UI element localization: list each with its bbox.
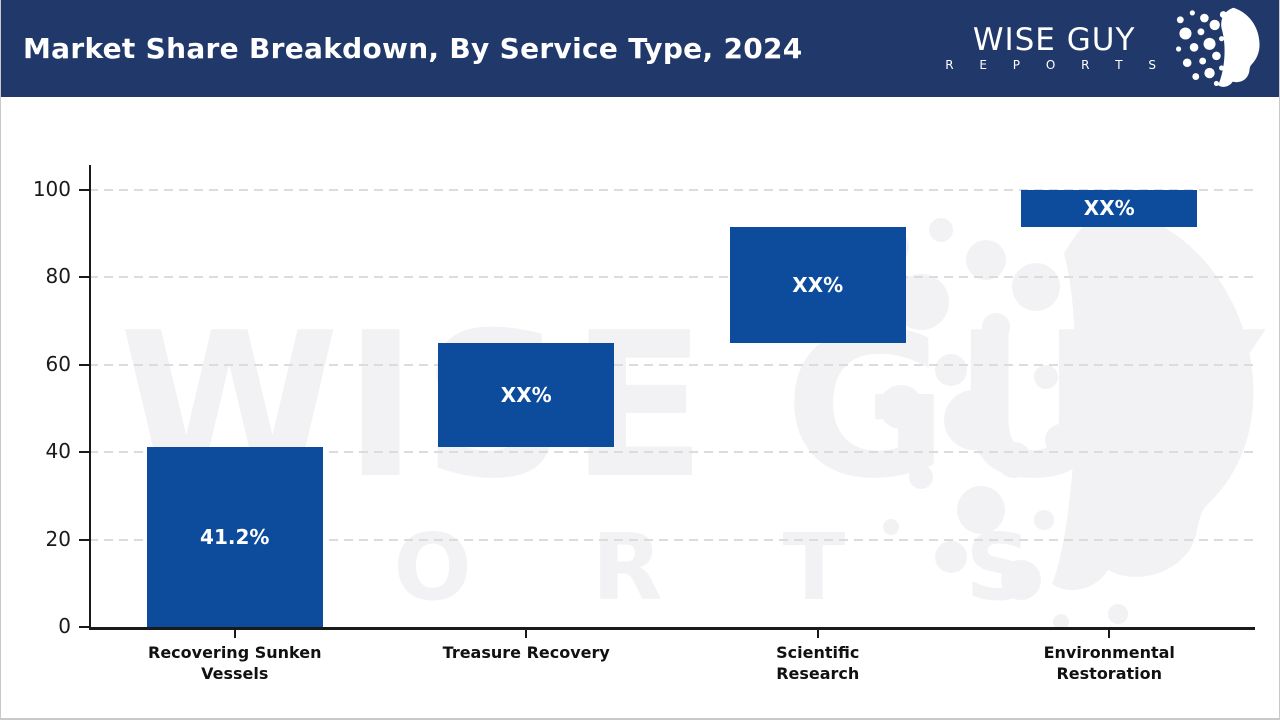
y-tick-label: 40	[45, 439, 71, 463]
watermark-reports: P O R T S	[206, 514, 1076, 621]
y-tick-mark	[79, 363, 89, 366]
y-tick-label: 0	[58, 614, 71, 638]
bar: XX%	[438, 342, 615, 447]
y-tick-label: 60	[45, 351, 71, 376]
x-category-label-line: Restoration	[1056, 664, 1163, 683]
x-category-label: Environmental Restoration	[989, 642, 1229, 684]
x-category-label-line: Scientific	[776, 643, 860, 662]
x-category-label-line: Research	[776, 664, 860, 683]
x-category-label-line: Recovering Sunken	[148, 643, 322, 662]
x-category-label-line: Treasure Recovery	[442, 643, 610, 662]
gridline	[89, 451, 1255, 453]
x-category-label-line: Environmental	[1043, 643, 1175, 662]
logo-wordmark: WISE GUY R E P O R T S	[941, 22, 1167, 73]
x-tick-mark	[816, 630, 819, 638]
y-tick-label: 100	[32, 176, 71, 201]
logo-face-icon	[1176, 7, 1260, 87]
bar-value-label: XX%	[792, 272, 844, 297]
y-tick-mark	[79, 188, 89, 191]
y-tick-mark	[79, 451, 89, 453]
report-header: Market Share Breakdown, By Service Type,…	[1, 0, 1279, 97]
logo-wordmark-primary: WISE GUY	[972, 22, 1136, 58]
chart-title: Market Share Breakdown, By Service Type,…	[23, 32, 803, 65]
gridline	[89, 363, 1255, 366]
x-category-label: Recovering Sunken Vessels	[115, 642, 355, 684]
y-tick-label: 80	[45, 264, 71, 288]
bar: XX%	[1021, 189, 1198, 227]
y-axis-line	[89, 165, 91, 630]
logo-wordmark-secondary: R E P O R T S	[945, 58, 1167, 72]
chart-area: WISE GUY P O R T S 0 20 40 60 80 100 41.	[1, 97, 1279, 718]
y-tick-label: 20	[45, 526, 71, 551]
x-tick-mark	[1108, 630, 1111, 638]
wiseguy-logo: WISE GUY R E P O R T S	[941, 6, 1267, 92]
y-tick-mark	[79, 276, 89, 278]
bar: 41.2%	[146, 446, 323, 627]
x-tick-mark	[525, 630, 528, 638]
x-category-label: Treasure Recovery	[406, 642, 646, 663]
bar-value-label: XX%	[1083, 196, 1135, 221]
gridline	[89, 538, 1255, 541]
watermark-face-icon	[868, 210, 1254, 630]
x-category-label: Scientific Research	[698, 642, 938, 684]
x-tick-mark	[233, 630, 236, 638]
gridline	[89, 188, 1255, 191]
x-axis-line	[89, 627, 1255, 630]
plot: 0 20 40 60 80 100 41.2% Recovering Sunken Vessel…	[1, 97, 1279, 718]
y-tick-mark	[79, 538, 89, 541]
bar-value-label: XX%	[500, 382, 552, 407]
y-tick-mark	[79, 626, 89, 628]
x-category-label-line: Vessels	[201, 664, 269, 683]
bar: XX%	[729, 226, 906, 343]
bar-value-label: 41.2%	[200, 524, 270, 549]
gridline	[89, 276, 1255, 278]
